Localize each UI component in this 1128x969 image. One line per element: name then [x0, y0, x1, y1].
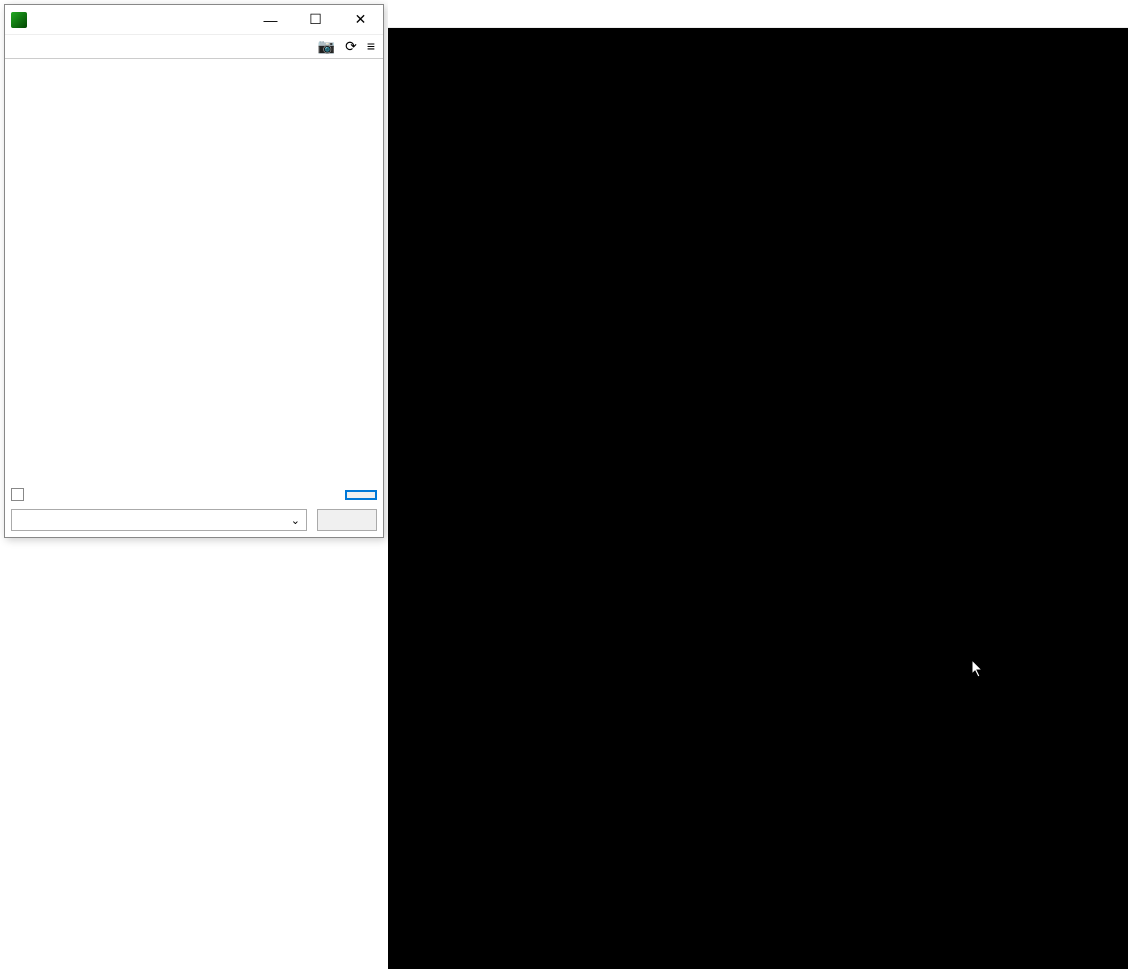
tabs-bar: 📷 ⟳ ≡: [5, 35, 383, 59]
cursor-icon: [972, 660, 984, 678]
charts-area: [388, 28, 1128, 969]
camera-icon[interactable]: 📷: [318, 38, 335, 55]
footer-row-2: [11, 509, 377, 531]
close-window-button[interactable]: [317, 509, 377, 531]
window-controls: — ☐ ✕: [248, 5, 383, 35]
reset-button[interactable]: [345, 490, 377, 500]
sensors-panel: [5, 59, 383, 71]
refresh-icon[interactable]: ⟳: [345, 38, 357, 55]
afterburner-title: [388, 0, 1128, 28]
app-icon: [11, 12, 27, 28]
footer-row: [11, 488, 377, 501]
gpu-select[interactable]: [11, 509, 307, 531]
maximize-button[interactable]: ☐: [293, 5, 338, 35]
minimize-button[interactable]: —: [248, 5, 293, 35]
afterburner-window: [388, 0, 1128, 969]
gpuz-window: — ☐ ✕ 📷 ⟳ ≡: [4, 4, 384, 538]
log-checkbox[interactable]: [11, 488, 24, 501]
close-button[interactable]: ✕: [338, 5, 383, 35]
toolbar-icons: 📷 ⟳ ≡: [318, 38, 379, 55]
menu-icon[interactable]: ≡: [367, 38, 375, 55]
titlebar[interactable]: — ☐ ✕: [5, 5, 383, 35]
